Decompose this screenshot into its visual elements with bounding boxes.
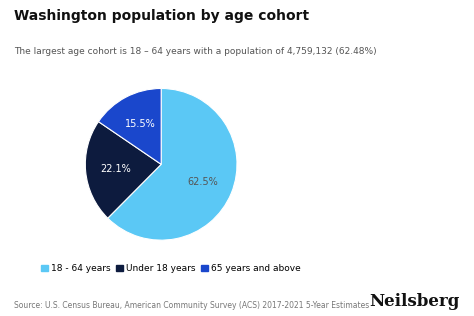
Wedge shape	[85, 122, 161, 218]
Text: Source: U.S. Census Bureau, American Community Survey (ACS) 2017-2021 5-Year Est: Source: U.S. Census Bureau, American Com…	[14, 301, 369, 310]
Wedge shape	[108, 88, 237, 240]
Text: 62.5%: 62.5%	[188, 177, 219, 187]
Text: Washington population by age cohort: Washington population by age cohort	[14, 9, 310, 23]
Text: The largest age cohort is 18 – 64 years with a population of 4,759,132 (62.48%): The largest age cohort is 18 – 64 years …	[14, 47, 377, 56]
Text: 15.5%: 15.5%	[125, 119, 155, 129]
Legend: 18 - 64 years, Under 18 years, 65 years and above: 18 - 64 years, Under 18 years, 65 years …	[37, 260, 304, 277]
Text: 22.1%: 22.1%	[100, 164, 131, 174]
Text: Neilsberg: Neilsberg	[369, 293, 460, 310]
Wedge shape	[99, 88, 161, 164]
